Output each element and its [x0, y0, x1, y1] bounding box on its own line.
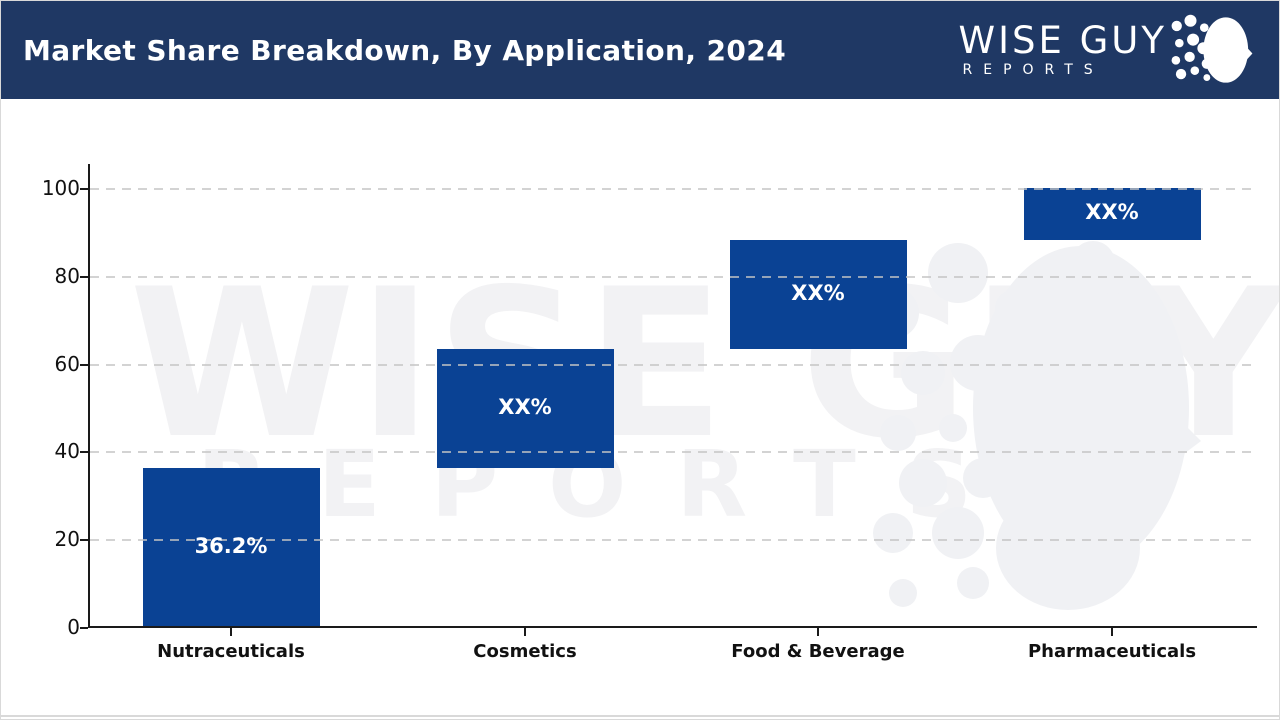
x-tick-mark — [230, 628, 232, 636]
watermark-head-icon — [867, 241, 1201, 610]
bar-value-label: XX% — [791, 280, 845, 305]
y-tick-label: 0 — [67, 615, 80, 639]
category-label: Pharmaceuticals — [1027, 641, 1197, 662]
y-tick-label: 60 — [54, 352, 80, 376]
brand-logo: WISE GUY REPORTS — [959, 8, 1255, 92]
grid-line — [90, 451, 1257, 453]
brand-name: WISE GUY — [958, 19, 1167, 62]
brand-subtitle: REPORTS — [962, 62, 1104, 78]
grid-line — [90, 276, 1257, 278]
category-label: Cosmetics — [473, 641, 577, 662]
y-tick-label: 40 — [54, 439, 80, 463]
x-tick-mark — [817, 628, 819, 636]
bar-value-label: XX% — [1085, 200, 1139, 224]
category-label: Nutraceuticals — [157, 641, 305, 662]
bar — [436, 349, 614, 468]
grid-line — [90, 188, 1257, 190]
y-tick-mark — [80, 539, 88, 541]
bar — [1023, 188, 1201, 240]
y-tick-mark — [80, 276, 88, 278]
y-tick-mark — [80, 451, 88, 453]
y-tick-label: 80 — [54, 264, 80, 288]
grid-line — [90, 364, 1257, 366]
header-bar: Market Share Breakdown, By Application, … — [1, 1, 1279, 99]
y-tick-mark — [80, 364, 88, 366]
bottom-divider — [1, 715, 1279, 717]
grid-line — [90, 539, 1257, 541]
x-tick-mark — [1111, 628, 1113, 636]
x-axis-line — [88, 626, 1257, 628]
category-label: Food & Beverage — [731, 641, 905, 662]
y-tick-mark — [80, 627, 88, 629]
page-title: Market Share Breakdown, By Application, … — [23, 33, 787, 67]
bar — [142, 468, 320, 627]
bar-value-label: XX% — [498, 394, 552, 419]
x-tick-mark — [524, 628, 526, 636]
y-tick-label: 20 — [54, 527, 80, 551]
brand-head-icon — [1171, 14, 1253, 83]
y-axis-line — [88, 164, 90, 628]
brand-logo-text: WISE GUY REPORTS — [959, 22, 1167, 78]
bar-value-label: 36.2% — [194, 533, 268, 558]
y-tick-label: 100 — [41, 176, 80, 200]
bar — [729, 240, 907, 349]
y-tick-mark — [80, 188, 88, 190]
